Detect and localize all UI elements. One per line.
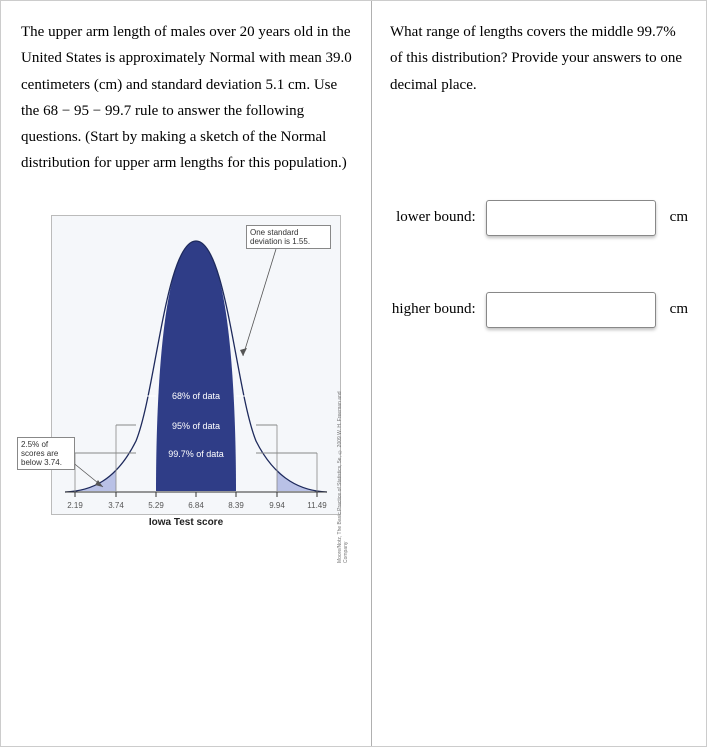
higher-bound-row: higher bound: cm (390, 292, 688, 328)
lower-bound-row: lower bound: cm (390, 200, 688, 236)
xtick: 9.94 (262, 501, 292, 510)
callout-low-tail: 2.5% of scores are below 3.74. (17, 437, 75, 471)
callout-one-sd: One standard deviation is 1.55. (246, 225, 331, 249)
xtick: 5.29 (141, 501, 171, 510)
xtick: 6.84 (181, 501, 211, 510)
normal-curve-figure: One standard deviation is 1.55. 2.5% of … (21, 211, 351, 563)
lower-bound-label: lower bound: (390, 209, 476, 226)
xtick: 2.19 (60, 501, 90, 510)
lower-bound-input[interactable] (486, 200, 656, 236)
band-label-997: 99.7% of data (156, 449, 236, 459)
x-axis-label: Iowa Test score (21, 517, 351, 528)
normal-curve-svg (21, 211, 351, 563)
left-column: The upper arm length of males over 20 ye… (1, 1, 372, 746)
context-prompt: The upper arm length of males over 20 ye… (21, 19, 357, 177)
page: The upper arm length of males over 20 ye… (0, 0, 707, 747)
xtick: 11.49 (302, 501, 332, 510)
xtick: 8.39 (221, 501, 251, 510)
unit-cm: cm (670, 209, 688, 226)
figure-copyright: Moore/Notz, The Basic Practice of Statis… (337, 371, 349, 563)
right-column: What range of lengths covers the middle … (372, 1, 706, 746)
question-text: What range of lengths covers the middle … (390, 19, 688, 98)
band-label-68: 68% of data (156, 391, 236, 401)
unit-cm: cm (670, 301, 688, 318)
higher-bound-input[interactable] (486, 292, 656, 328)
band-label-95: 95% of data (156, 421, 236, 431)
xtick: 3.74 (101, 501, 131, 510)
higher-bound-label: higher bound: (390, 301, 476, 318)
